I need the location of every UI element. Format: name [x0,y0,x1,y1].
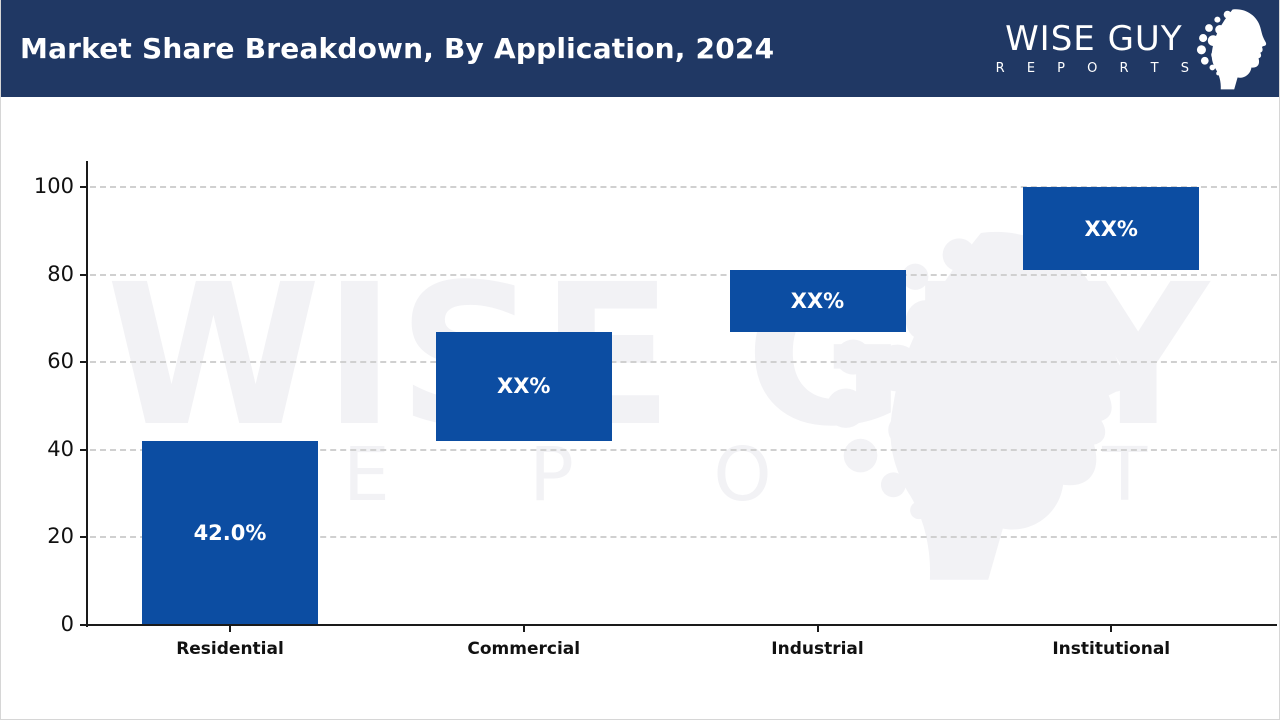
bar-value-label: XX% [790,288,845,313]
x-axis-line [86,624,1277,626]
y-tick-0 [80,624,88,626]
bar-residential: 42.0% [142,441,318,625]
bar-commercial: XX% [435,331,612,442]
bar-industrial: XX% [729,270,906,332]
y-tick-label-80: 80 [47,261,74,286]
x-axis-label-institutional: Institutional [1052,639,1171,659]
y-tick-label-20: 20 [47,524,74,549]
logo-wordmark: WISE GUY [1005,19,1183,60]
page-title: Market Share Breakdown, By Application, … [20,32,775,65]
x-axis-label-commercial: Commercial [467,639,581,659]
bar-value-label: XX% [1084,216,1138,241]
x-tick-industrial [816,625,819,632]
bar-value-label: 42.0% [193,521,267,545]
gridline-60 [90,361,1277,364]
gridline-100 [90,186,1277,188]
x-tick-commercial [522,625,525,632]
y-tick-80 [80,273,88,276]
y-tick-60 [80,361,88,364]
y-tick-100 [80,186,88,188]
y-tick-label-0: 0 [60,612,74,636]
x-tick-institutional [1110,625,1113,632]
y-tick-label-60: 60 [47,349,74,374]
bar-institutional: XX% [1023,187,1200,271]
y-tick-label-100: 100 [33,174,74,198]
gridline-40 [90,448,1277,451]
bar-value-label: XX% [497,374,551,399]
y-tick-label-40: 40 [47,436,74,461]
y-axis-line [86,161,88,627]
x-tick-residential [229,625,231,632]
header-bar: Market Share Breakdown, By Application, … [0,0,1280,97]
wiseguy-head-icon [1192,7,1268,91]
y-tick-40 [80,448,88,451]
gridline-80 [90,273,1277,276]
y-tick-20 [80,536,88,539]
logo-text: WISE GUY R E P O R T S [990,19,1198,76]
logo-subtitle: R E P O R T S [995,60,1198,76]
x-axis-label-industrial: Industrial [771,639,864,659]
x-axis-label-residential: Residential [176,639,284,659]
gridline-20 [90,536,1277,539]
wiseguy-logo: WISE GUY R E P O R T S [990,4,1268,94]
